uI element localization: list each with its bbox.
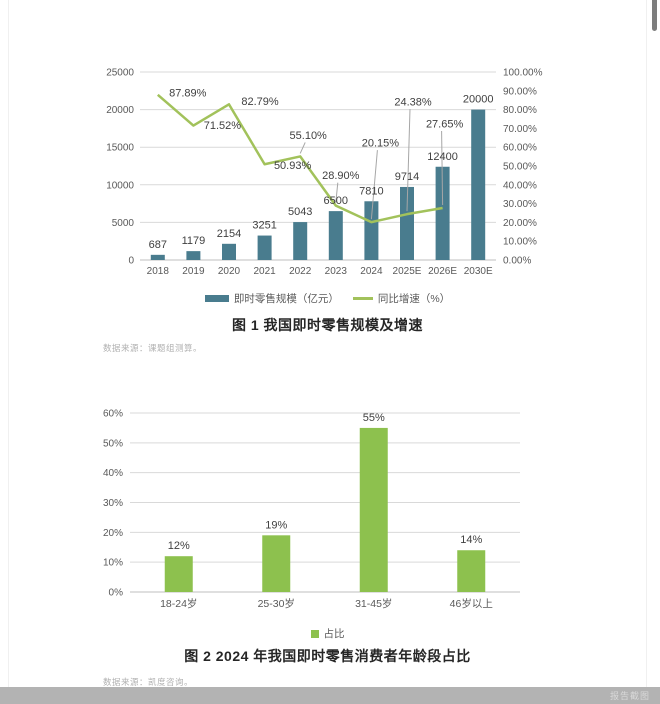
- svg-text:55.10%: 55.10%: [290, 130, 328, 142]
- svg-text:50.00%: 50.00%: [503, 162, 537, 173]
- line-series-swatch-icon: [352, 297, 373, 300]
- svg-text:15000: 15000: [106, 143, 134, 154]
- figure1-title: 图 1 我国即时零售规模及增速: [231, 317, 424, 333]
- line-series-label: 同比增速（%）: [377, 293, 451, 305]
- watermark-label: 报告截图: [609, 691, 650, 701]
- svg-text:0.00%: 0.00%: [503, 256, 531, 267]
- figure1-chart: 0 5000 10000 15000 20000 25000 0.00% 10.00% 20.0…: [106, 68, 542, 278]
- svg-text:0%: 0%: [109, 588, 124, 599]
- svg-text:30.00%: 30.00%: [503, 199, 537, 210]
- age-share-bars: [164, 427, 486, 592]
- svg-text:80.00%: 80.00%: [503, 105, 537, 116]
- retail-scale-bars: [150, 109, 486, 260]
- svg-text:12400: 12400: [427, 151, 458, 163]
- svg-text:10%: 10%: [103, 558, 123, 569]
- share-series-label: 占比: [323, 628, 345, 640]
- figure2-data-labels: 12% 18-24岁 19% 25-30岁 55% 31-45岁 14% 46岁以上: [160, 412, 493, 610]
- left-border-line: [8, 0, 9, 704]
- svg-text:27.65%: 27.65%: [426, 119, 464, 131]
- svg-text:0: 0: [128, 256, 134, 267]
- figure1-data-labels: 687 2018 1179 2019 2154 2020 3251 2021 5043 2022 6…: [147, 87, 494, 277]
- svg-text:40%: 40%: [103, 468, 123, 479]
- bar-series-label: 即时零售规模（亿元）: [233, 293, 339, 305]
- svg-text:9714: 9714: [395, 171, 419, 183]
- figure1-source: 数据来源：课题组测算。: [103, 343, 203, 353]
- growth-line: [156, 93, 443, 224]
- svg-text:687: 687: [149, 239, 167, 251]
- svg-text:28.90%: 28.90%: [322, 170, 360, 182]
- svg-text:2022: 2022: [289, 266, 312, 277]
- svg-text:10000: 10000: [106, 180, 134, 191]
- right-border-line: [646, 0, 647, 704]
- figure2-legend: 占比: [95, 626, 560, 641]
- svg-text:2021: 2021: [253, 266, 276, 277]
- bar-series-swatch-icon: [204, 295, 229, 302]
- figure2-source: 数据来源：凯度咨询。: [103, 677, 194, 687]
- share-series-swatch-icon: [310, 629, 319, 638]
- svg-text:2020: 2020: [218, 266, 241, 277]
- svg-text:25-30岁: 25-30岁: [258, 597, 295, 610]
- growth-label-leader-lines: [299, 109, 444, 220]
- scrollbar-thumb[interactable]: [652, 0, 657, 31]
- svg-text:7810: 7810: [359, 185, 383, 197]
- svg-text:20%: 20%: [103, 528, 123, 539]
- svg-text:60%: 60%: [103, 409, 123, 420]
- svg-text:19%: 19%: [265, 519, 287, 531]
- svg-text:70.00%: 70.00%: [503, 124, 537, 135]
- svg-text:20000: 20000: [463, 94, 494, 106]
- svg-text:20000: 20000: [106, 105, 134, 116]
- figure2-chart: 0% 10% 20% 30% 40% 50% 60% 12% 18-24岁 19% 25-30岁 55…: [103, 409, 520, 610]
- figure2-title: 图 2 2024 年我国即时零售消费者年龄段占比: [184, 648, 471, 664]
- svg-text:2025E: 2025E: [393, 266, 422, 277]
- svg-text:55%: 55%: [363, 412, 385, 424]
- svg-text:40.00%: 40.00%: [503, 180, 537, 191]
- svg-text:2019: 2019: [182, 266, 205, 277]
- svg-text:31-45岁: 31-45岁: [355, 597, 392, 610]
- svg-text:5043: 5043: [288, 206, 312, 218]
- figure1-grid: 0 5000 10000 15000 20000 25000 0.00% 10.00% 20.0…: [106, 68, 542, 267]
- figure1-legend: 即时零售规模（亿元） 同比增速（%）: [95, 291, 560, 306]
- svg-text:2026E: 2026E: [428, 266, 457, 277]
- svg-text:20.15%: 20.15%: [362, 138, 400, 150]
- svg-text:82.79%: 82.79%: [241, 96, 279, 108]
- svg-text:6500: 6500: [324, 195, 348, 207]
- svg-text:46岁以上: 46岁以上: [450, 597, 493, 610]
- svg-text:90.00%: 90.00%: [503, 86, 537, 97]
- svg-text:20.00%: 20.00%: [503, 218, 537, 229]
- svg-text:50.93%: 50.93%: [274, 160, 312, 172]
- svg-text:87.89%: 87.89%: [169, 87, 207, 99]
- figure2-legend-item[interactable]: 占比: [310, 626, 345, 641]
- svg-text:2154: 2154: [217, 228, 241, 240]
- svg-text:2024: 2024: [360, 266, 383, 277]
- svg-text:18-24岁: 18-24岁: [160, 597, 197, 610]
- svg-text:1179: 1179: [182, 235, 206, 247]
- figure1-legend-bar-item[interactable]: 即时零售规模（亿元）: [204, 291, 339, 306]
- bottom-bar: 报告截图: [0, 687, 660, 704]
- svg-text:50%: 50%: [103, 438, 123, 449]
- figure2-grid: 0% 10% 20% 30% 40% 50% 60%: [103, 409, 520, 599]
- svg-text:2023: 2023: [325, 266, 348, 277]
- svg-text:100.00%: 100.00%: [503, 68, 543, 79]
- svg-text:60.00%: 60.00%: [503, 143, 537, 154]
- svg-text:10.00%: 10.00%: [503, 237, 537, 248]
- svg-text:14%: 14%: [460, 534, 482, 546]
- svg-text:2018: 2018: [147, 266, 170, 277]
- svg-text:25000: 25000: [106, 68, 134, 79]
- svg-text:30%: 30%: [103, 498, 123, 509]
- figure1-legend-line-item[interactable]: 同比增速（%）: [352, 291, 451, 306]
- svg-text:3251: 3251: [252, 220, 276, 232]
- svg-text:5000: 5000: [112, 218, 135, 229]
- svg-text:71.52%: 71.52%: [204, 120, 242, 132]
- svg-text:24.38%: 24.38%: [394, 97, 432, 109]
- svg-text:12%: 12%: [168, 540, 190, 552]
- svg-text:2030E: 2030E: [464, 266, 493, 277]
